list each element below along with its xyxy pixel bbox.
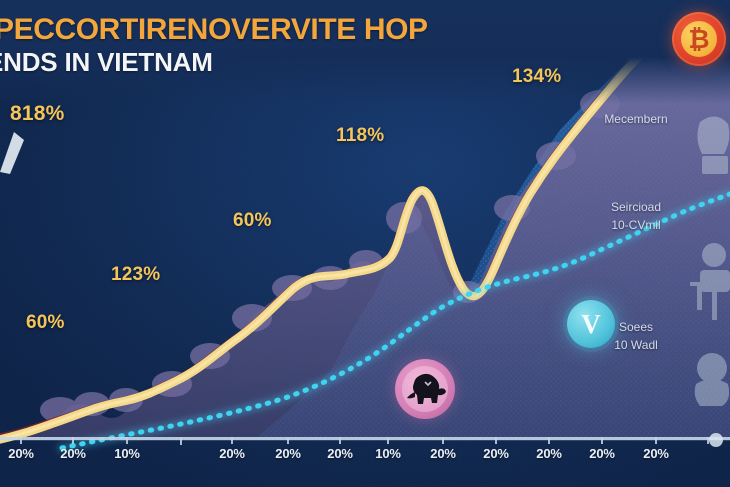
side-note-2-line-1: 10 Wadl [614,338,658,352]
x-axis-label-8: 20% [483,446,509,461]
bitcoin-coin-inner [681,21,717,57]
bitcoin-coin-marker[interactable]: ₿ [672,12,726,66]
x-axis-label-6: 10% [375,446,401,461]
chart-dotted-trend [59,191,730,451]
x-axis-label-3: 20% [219,446,245,461]
x-axis-label-5: 20% [327,446,353,461]
v-coin-marker[interactable]: V [567,300,615,348]
page-title-line-2: ENDS IN VIETNAM [0,46,213,77]
decorative-figures [690,116,730,406]
x-axis-label-4: 20% [275,446,301,461]
x-axis-label-10: 20% [589,446,615,461]
page-title-line-1: PECCORTIRENOVERVITE HOP [0,13,428,46]
x-axis-labels: 20% 20% 10% 20% 20% 20% 10% 20% 20% 20% … [0,446,730,472]
title-block: PECCORTIRENOVERVITE HOP ENDS IN VIETNAM [0,14,620,77]
callout-pct-3: 60% [233,210,272,231]
side-note-0-line-0: Mecembern [604,112,668,126]
x-axis-label-2: 10% [114,446,140,461]
callout-pct-2: 123% [111,264,161,285]
pink-coin-marker[interactable] [395,359,455,419]
x-axis-label-9: 20% [536,446,562,461]
side-note-2-line-0: Soees [618,320,654,334]
x-axis-label-0: 20% [8,446,34,461]
x-axis-label-1: 20% [60,446,86,461]
animal-silhouette-icon [407,373,446,404]
x-axis-label-7: 20% [430,446,456,461]
callout-pct-0: 818% [10,102,65,125]
side-note-2: Soees 10 Wadl [582,318,690,354]
chart-x-axis [0,433,730,447]
side-note-0: Mecembern [582,110,690,128]
v-coin-icon: V [581,308,601,339]
chart-main-curve-highlight [0,2,730,441]
side-note-1-line-0: Seircioad [610,200,662,214]
side-note-1-line-1: 10-CVmil [611,218,661,232]
callout-pct-4: 118% [336,125,385,146]
side-note-1: Seircioad 10-CVmil [582,198,690,234]
header-band [0,0,730,104]
up-arrow-icon [0,132,24,174]
side-annotations-panel: Mecembern Seircioad 10-CVmil Soees 10 Wa… [595,0,730,487]
callout-pct-5: 134% [512,66,562,87]
x-axis-label-11: 20% [643,446,669,461]
callout-pct-1: 60% [26,312,65,333]
bitcoin-icon: ₿ [688,23,710,54]
